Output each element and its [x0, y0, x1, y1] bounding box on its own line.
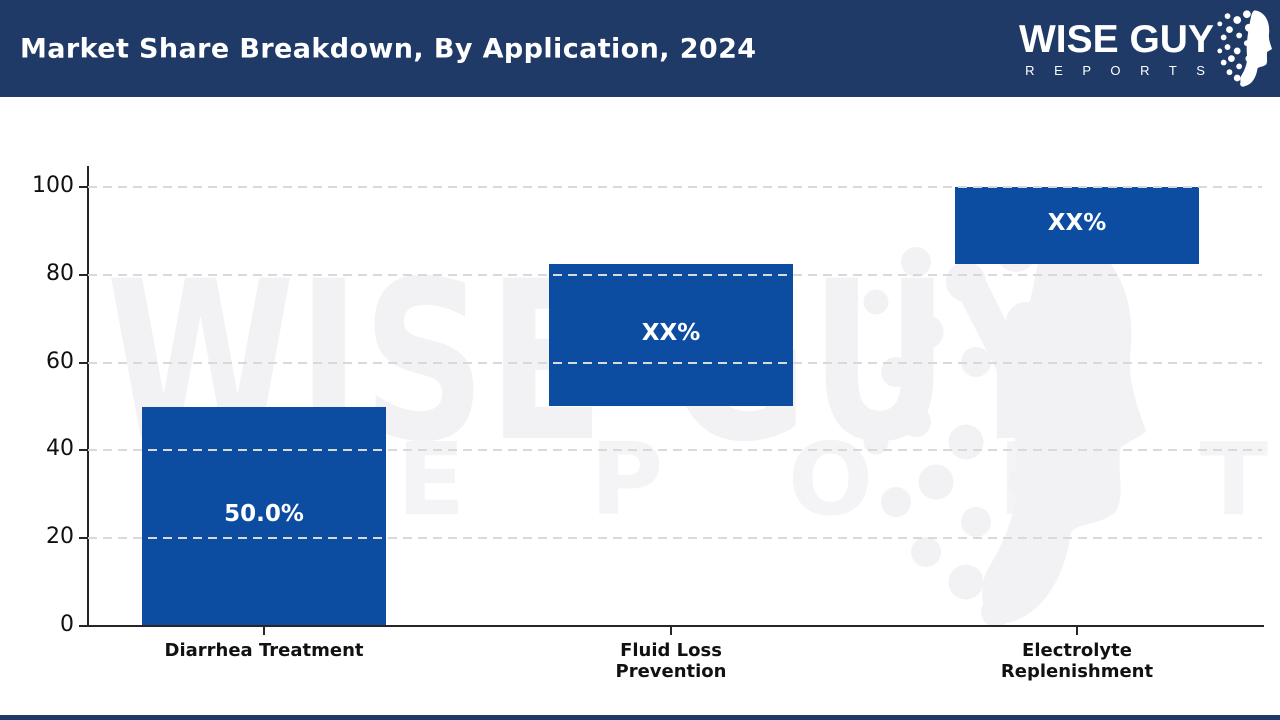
x-axis-line	[87, 625, 1264, 627]
x-category-label-2: Fluid Loss Prevention	[615, 640, 727, 682]
logo-face-icon	[1217, 10, 1272, 87]
wise-guy-logo: WISE GUY R E P O R T S	[1019, 4, 1272, 94]
logo-subtitle: R E P O R T S	[1025, 63, 1213, 78]
bar-3	[955, 187, 1199, 264]
logo-text: WISE GUY R E P O R T S	[1019, 20, 1214, 78]
bar-value-label-1: 50.0%	[224, 501, 304, 528]
y-tick-0	[79, 625, 88, 627]
y-tick-label-40: 40	[46, 436, 74, 462]
bar-value-label-2: XX%	[641, 320, 701, 347]
y-tick-label-0: 0	[60, 612, 74, 637]
gridline-60	[88, 361, 1262, 364]
footer-band	[0, 715, 1280, 720]
y-tick-label-100: 100	[32, 173, 74, 198]
y-tick-label-80: 80	[46, 260, 74, 286]
header-band: Market Share Breakdown, By Application, …	[0, 0, 1280, 97]
gridline-20	[88, 537, 1262, 540]
y-tick-20	[79, 537, 88, 540]
bar-2	[549, 263, 793, 407]
y-axis-line	[87, 166, 89, 627]
logo-wordmark: WISE GUY	[1018, 18, 1214, 61]
bar-value-label-3: XX%	[1047, 210, 1107, 237]
x-tick-1	[263, 627, 265, 635]
gridline-80	[88, 273, 1262, 276]
y-tick-label-20: 20	[46, 524, 74, 550]
x-category-label-3: Electrolyte Replenishment	[1000, 640, 1154, 682]
y-tick-80	[79, 273, 88, 276]
watermark-face-icon	[863, 232, 1146, 627]
gridline-100	[88, 186, 1262, 188]
y-tick-40	[79, 449, 88, 452]
x-tick-3	[1076, 627, 1078, 635]
gridline-40	[88, 449, 1262, 452]
y-tick-60	[79, 361, 88, 364]
x-tick-2	[670, 627, 672, 635]
x-category-label-1: Diarrhea Treatment	[164, 640, 364, 661]
bar-1	[142, 406, 386, 626]
y-tick-100	[79, 186, 88, 188]
y-tick-label-60: 60	[46, 348, 74, 374]
chart-title: Market Share Breakdown, By Application, …	[20, 33, 757, 64]
